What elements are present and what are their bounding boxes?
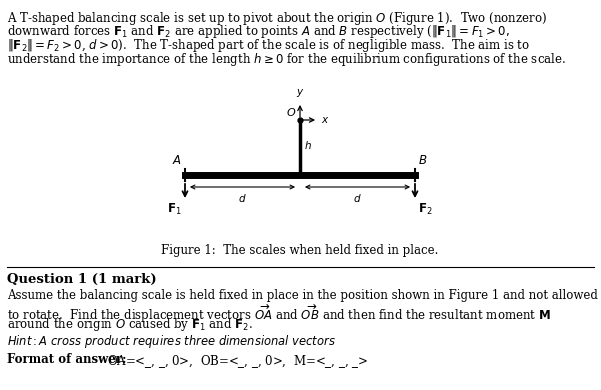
Text: $\it{Hint: A\ cross\ product\ requires\ three\ dimensional\ vectors}$: $\it{Hint: A\ cross\ product\ requires\ … [7,333,336,351]
Text: $d$: $d$ [237,192,246,204]
Text: $O$: $O$ [285,106,296,118]
Text: OA=<$\_$, $\_$, 0>,  OB=<$\_$, $\_$, 0>,  M=<$\_$, $\_$, $\_$>: OA=<$\_$, $\_$, 0>, OB=<$\_$, $\_$, 0>, … [107,353,368,370]
Text: downward forces $\mathbf{F}_1$ and $\mathbf{F}_2$ are applied to points $\mathit: downward forces $\mathbf{F}_1$ and $\mat… [7,23,510,41]
Text: $B$: $B$ [418,154,427,167]
Text: A T-shaped balancing scale is set up to pivot about the origin $\mathit{O}$ (Fig: A T-shaped balancing scale is set up to … [7,10,547,27]
Text: Figure 1:  The scales when held fixed in place.: Figure 1: The scales when held fixed in … [161,244,439,257]
Text: $d$: $d$ [353,192,361,204]
Text: to rotate.  Find the displacement vectors $\overrightarrow{OA}$ and $\overrighta: to rotate. Find the displacement vectors… [7,303,551,325]
Text: Format of answer:: Format of answer: [7,353,126,366]
Text: around the origin $\mathit{O}$ caused by $\mathbf{F}_1$ and $\mathbf{F}_2$.: around the origin $\mathit{O}$ caused by… [7,316,253,333]
Text: Question 1 (1 mark): Question 1 (1 mark) [7,273,157,286]
Text: $\mathbf{F}_2$: $\mathbf{F}_2$ [418,202,433,217]
Text: Assume the balancing scale is held fixed in place in the position shown in Figur: Assume the balancing scale is held fixed… [7,289,598,302]
Text: $y$: $y$ [296,87,304,99]
Text: $\|\mathbf{F}_2\| = F_2 > 0$, $d > 0$).  The T-shaped part of the scale is of ne: $\|\mathbf{F}_2\| = F_2 > 0$, $d > 0$). … [7,37,530,54]
Text: understand the importance of the length $h \geq 0$ for the equilibrium configura: understand the importance of the length … [7,50,566,67]
Text: $x$: $x$ [321,115,329,125]
Text: $\mathbf{F}_1$: $\mathbf{F}_1$ [167,202,182,217]
Text: $A$: $A$ [172,154,182,167]
Text: $h$: $h$ [304,139,312,151]
